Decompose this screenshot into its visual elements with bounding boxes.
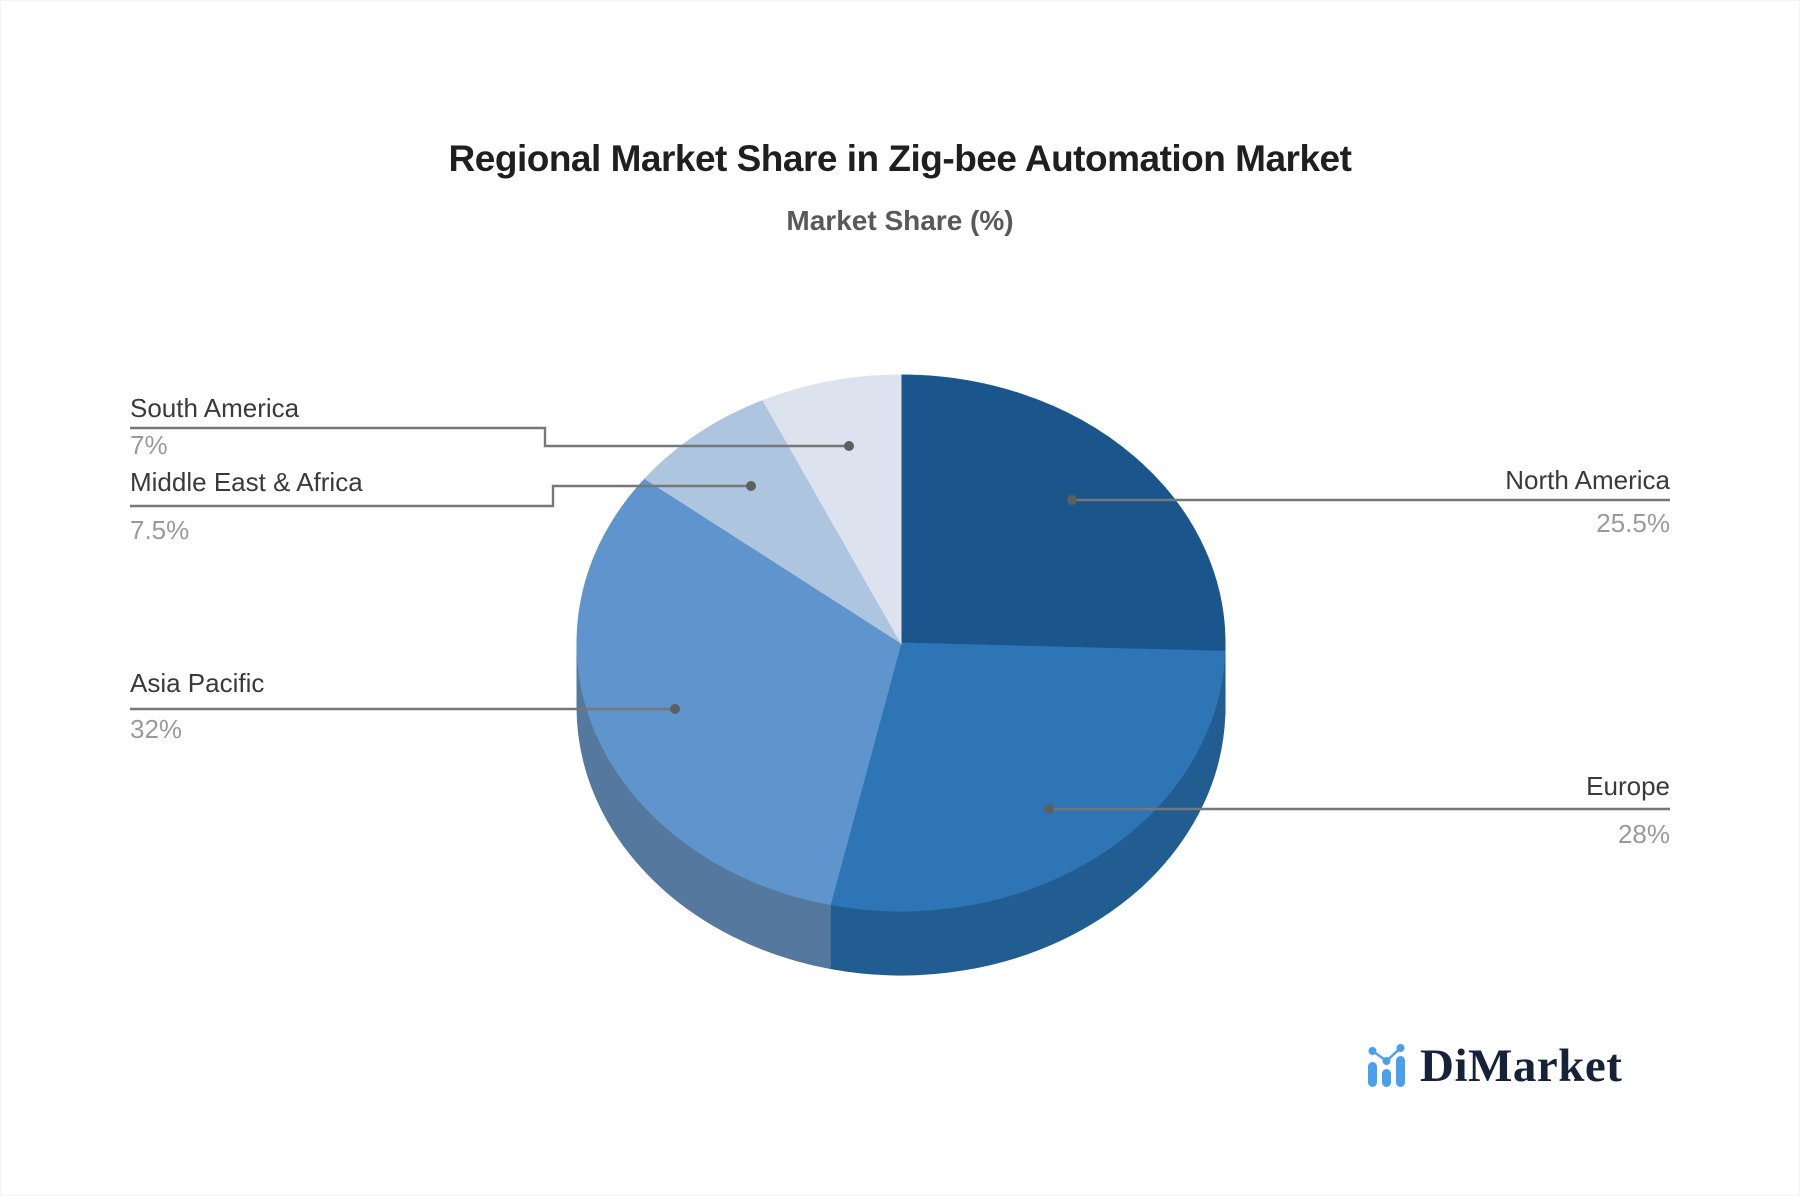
pie-slice-north-america[interactable] bbox=[900, 374, 1226, 652]
slice-value-south-america: 7% bbox=[130, 430, 168, 460]
slice-value-middle-east-africa: 7.5% bbox=[130, 515, 190, 545]
slice-label-north-america: North America bbox=[1505, 465, 1670, 495]
slice-value-asia-pacific: 32% bbox=[130, 714, 183, 744]
slice-label-europe: Europe bbox=[1586, 771, 1670, 801]
callout-dot bbox=[670, 704, 680, 714]
slice-label-south-america: South America bbox=[130, 393, 300, 423]
bar-line-chart-icon bbox=[1368, 1044, 1405, 1087]
logo-dot bbox=[1396, 1044, 1405, 1052]
logo-bar bbox=[1368, 1062, 1377, 1087]
slice-label-asia-pacific: Asia Pacific bbox=[130, 668, 265, 698]
callout-dot bbox=[746, 481, 756, 491]
callout-line bbox=[130, 426, 849, 448]
chart-title: Regional Market Share in Zig-bee Automat… bbox=[448, 138, 1352, 179]
callout-dot bbox=[844, 441, 854, 451]
slice-value-north-america: 25.5% bbox=[1596, 508, 1670, 538]
pie-slice-south-america[interactable] bbox=[762, 374, 902, 645]
callout-line bbox=[130, 484, 751, 508]
logo-dot bbox=[1368, 1047, 1377, 1055]
logo-bar bbox=[1382, 1069, 1391, 1087]
callout-dot bbox=[1044, 804, 1054, 814]
logo-dot bbox=[1382, 1057, 1391, 1065]
brand-logo: DiMarket bbox=[1364, 1042, 1622, 1090]
slice-value-europe: 28% bbox=[1617, 819, 1670, 849]
pie-slice-europe[interactable] bbox=[829, 642, 1226, 912]
pie-slice-middle-east-africa[interactable] bbox=[644, 399, 902, 644]
logo-bar bbox=[1396, 1056, 1405, 1087]
brand-logo-text: DiMarket bbox=[1420, 1040, 1623, 1092]
pie-slice-asia-pacific[interactable] bbox=[576, 478, 902, 906]
callout-dot bbox=[1067, 495, 1077, 505]
chart-subtitle: Market Share (%) bbox=[786, 205, 1014, 236]
slice-label-middle-east-africa: Middle East & Africa bbox=[130, 467, 363, 497]
